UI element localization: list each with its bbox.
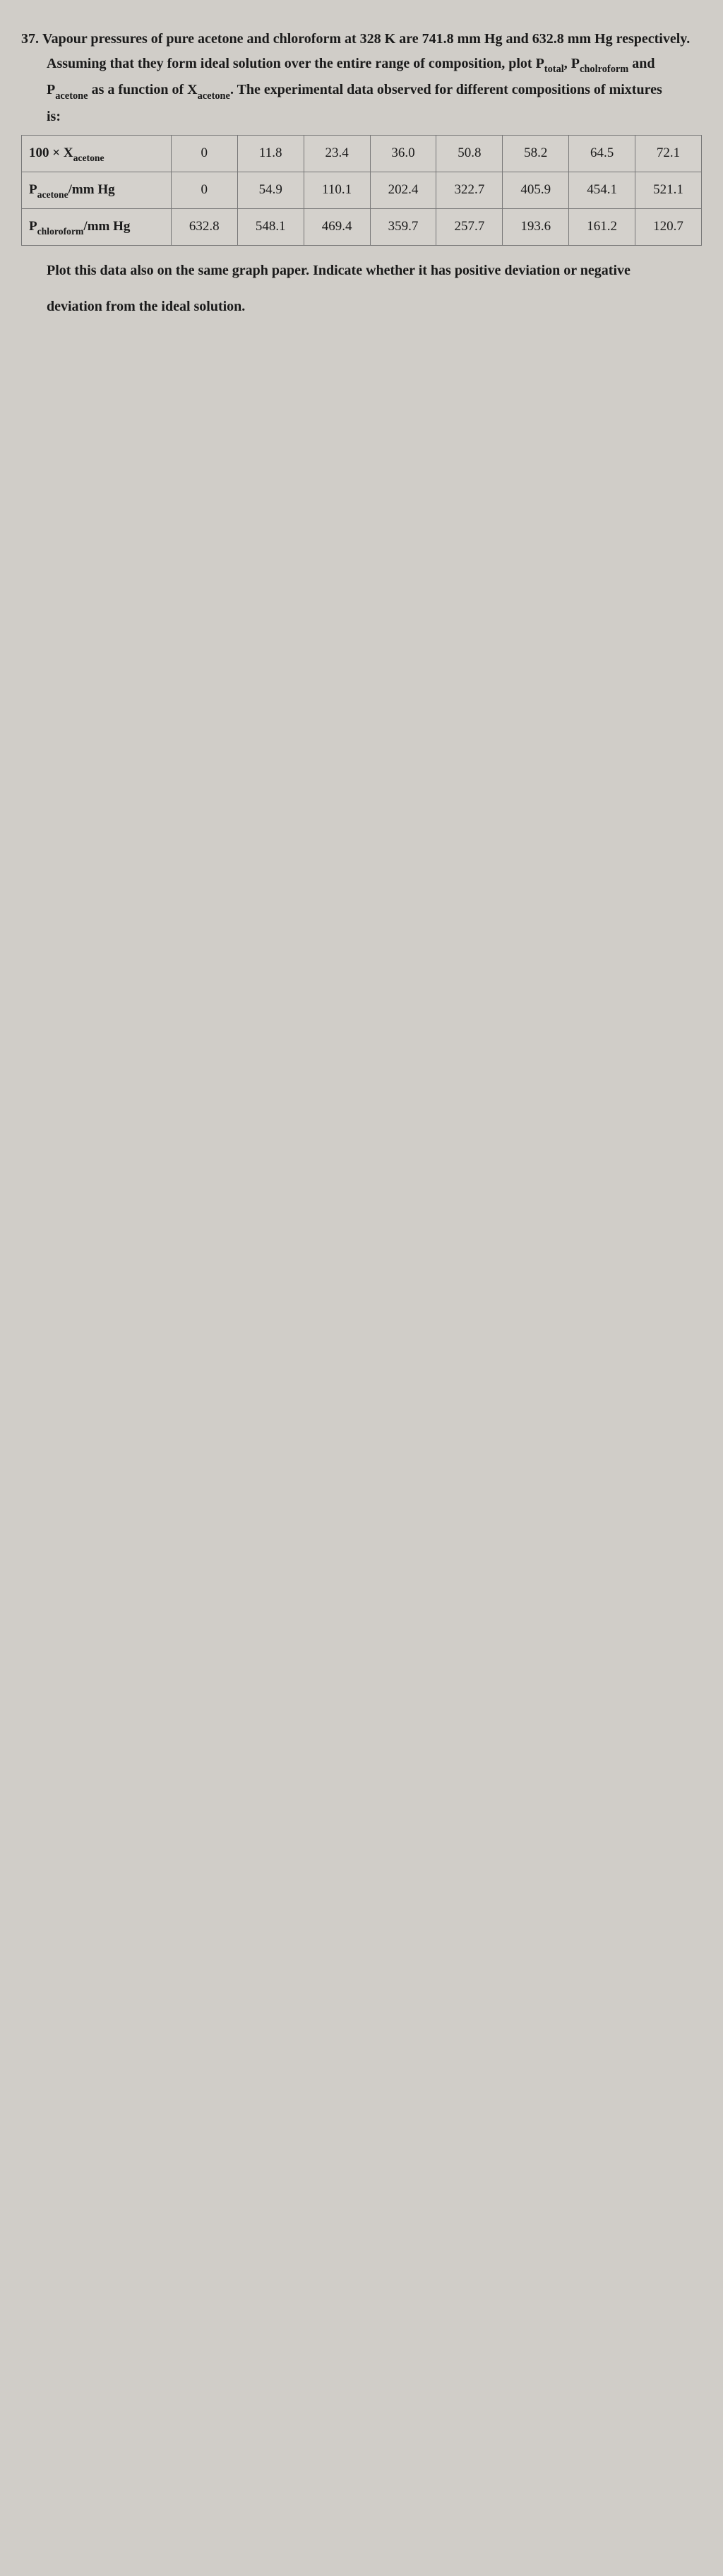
rh-pa-b: /mm Hg <box>68 182 115 197</box>
cell: 193.6 <box>503 208 569 245</box>
cell: 548.1 <box>237 208 304 245</box>
rh-pa-sub: acetone <box>37 189 68 200</box>
cell: 632.8 <box>171 208 237 245</box>
sub-chloroform: cholroform <box>580 64 628 75</box>
cell: 0 <box>171 172 237 208</box>
cell: 469.4 <box>304 208 370 245</box>
rh-pc-sub: chloroform <box>37 226 84 237</box>
q-line2: Assuming that they form ideal solution o… <box>21 53 702 76</box>
question-number: 37. <box>21 31 39 47</box>
cell: 36.0 <box>370 135 436 172</box>
cell: 54.9 <box>237 172 304 208</box>
cell: 120.7 <box>635 208 702 245</box>
rh-pc-b: /mm Hg <box>83 219 130 234</box>
rh-pa-a: P <box>29 182 37 197</box>
cell: 110.1 <box>304 172 370 208</box>
q-line4: is: <box>21 106 702 128</box>
cell: 202.4 <box>370 172 436 208</box>
rh-pc-a: P <box>29 219 37 234</box>
q-line3a: P <box>47 82 55 97</box>
question-opening: 37. Vapour pressures of pure acetone and… <box>21 28 702 50</box>
rh-x-a: 100 × X <box>29 145 73 160</box>
cell: 161.2 <box>569 208 635 245</box>
sub-x-acetone: acetone <box>198 90 230 102</box>
sub-acetone: acetone <box>55 90 88 102</box>
cell: 58.2 <box>503 135 569 172</box>
table-row: Pchloroform/mm Hg 632.8 548.1 469.4 359.… <box>22 208 702 245</box>
after-line1: Plot this data also on the same graph pa… <box>21 260 702 282</box>
cell: 0 <box>171 135 237 172</box>
row-header-pacetone: Pacetone/mm Hg <box>22 172 172 208</box>
q-line2c: and <box>628 56 655 71</box>
q-line2b: , P <box>564 56 580 71</box>
cell: 322.7 <box>436 172 503 208</box>
q-line2a: Assuming that they form ideal solution o… <box>47 56 544 71</box>
cell: 11.8 <box>237 135 304 172</box>
sub-total: total <box>544 64 564 75</box>
cell: 72.1 <box>635 135 702 172</box>
q-line3c: . The experimental data observed for dif… <box>230 82 662 97</box>
cell: 454.1 <box>569 172 635 208</box>
question-block: 37. Vapour pressures of pure acetone and… <box>21 28 702 318</box>
rh-x-sub: acetone <box>73 153 104 163</box>
row-header-pchloroform: Pchloroform/mm Hg <box>22 208 172 245</box>
table-row: 100 × Xacetone 0 11.8 23.4 36.0 50.8 58.… <box>22 135 702 172</box>
cell: 64.5 <box>569 135 635 172</box>
cell: 521.1 <box>635 172 702 208</box>
table-row: Pacetone/mm Hg 0 54.9 110.1 202.4 322.7 … <box>22 172 702 208</box>
cell: 405.9 <box>503 172 569 208</box>
cell: 50.8 <box>436 135 503 172</box>
q-line1: Vapour pressures of pure acetone and chl… <box>42 31 690 47</box>
cell: 359.7 <box>370 208 436 245</box>
cell: 23.4 <box>304 135 370 172</box>
q-line3: Pacetone as a function of Xacetone. The … <box>21 79 702 102</box>
data-table: 100 × Xacetone 0 11.8 23.4 36.0 50.8 58.… <box>21 135 702 246</box>
q-line3b: as a function of X <box>88 82 198 97</box>
row-header-x: 100 × Xacetone <box>22 135 172 172</box>
after-line2: deviation from the ideal solution. <box>21 296 702 318</box>
cell: 257.7 <box>436 208 503 245</box>
